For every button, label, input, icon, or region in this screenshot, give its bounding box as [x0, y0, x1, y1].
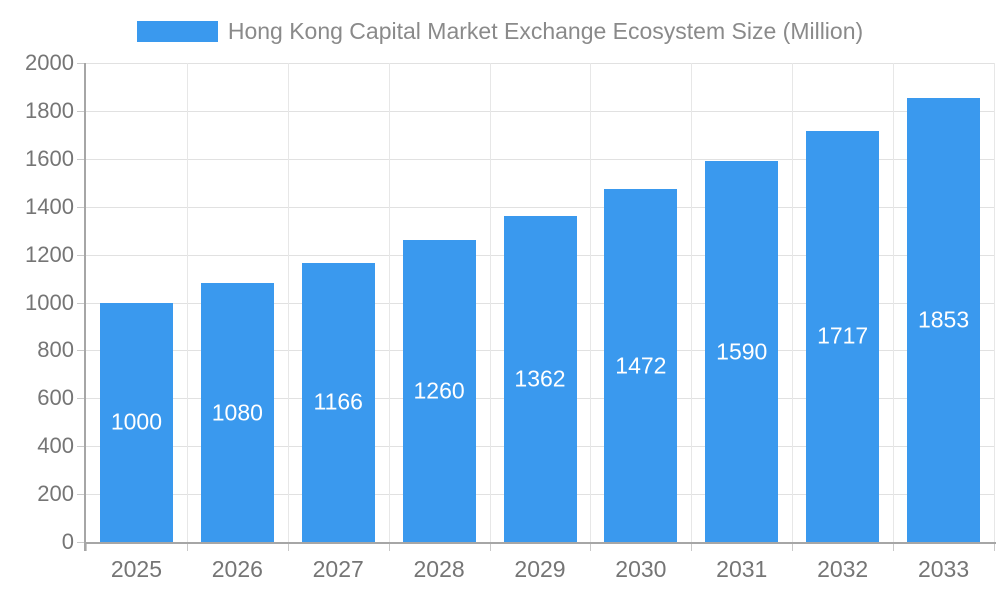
x-axis-tick [590, 542, 592, 551]
x-axis-tick [893, 542, 895, 551]
x-axis-tick [388, 542, 390, 551]
x-axis-label: 2025 [110, 556, 163, 582]
bar[interactable]: 1080 [200, 283, 274, 542]
x-axis-tick [287, 542, 289, 551]
gridline-vertical [994, 63, 995, 542]
y-axis-tick [77, 302, 86, 304]
x-axis-label: 2028 [413, 556, 465, 582]
gridline-vertical [489, 63, 491, 542]
gridline-vertical [691, 63, 693, 542]
bar-value-label: 1853 [917, 306, 970, 333]
y-axis-tick [77, 494, 86, 496]
y-axis-tick [77, 110, 86, 112]
y-axis-tick [77, 350, 86, 352]
bar-value-label: 1080 [211, 399, 263, 426]
gridline-vertical [792, 63, 794, 542]
legend-item[interactable]: Hong Kong Capital Market Exchange Ecosys… [136, 17, 864, 44]
bar[interactable]: 1260 [402, 240, 476, 542]
gridline-vertical [287, 63, 289, 542]
y-axis-tick [77, 158, 86, 160]
legend-label: Hong Kong Capital Market Exchange Ecosys… [227, 17, 864, 44]
bar-value-label: 1166 [313, 388, 363, 415]
y-axis-label: 1600 [25, 145, 74, 171]
x-axis-label: 2026 [211, 556, 263, 582]
x-axis-label: 2031 [716, 556, 768, 582]
bar-value-label: 1717 [817, 322, 869, 349]
gridline-horizontal [86, 110, 994, 112]
y-axis-label: 0 [61, 529, 74, 554]
gridline-vertical [186, 63, 188, 542]
y-axis-tick [77, 398, 86, 400]
y-axis-label: 600 [37, 385, 74, 411]
bar[interactable]: 1853 [907, 98, 981, 542]
bar[interactable]: 1717 [806, 130, 880, 542]
bar[interactable]: 1590 [705, 161, 779, 542]
y-axis-label: 1400 [25, 193, 74, 219]
bar[interactable]: 1362 [503, 215, 577, 542]
y-axis-label: 800 [37, 337, 74, 363]
x-axis-tick [792, 542, 794, 551]
bar-value-label: 1362 [514, 365, 566, 392]
bar-value-label: 1000 [110, 408, 163, 435]
bar[interactable]: 1166 [301, 262, 375, 542]
y-axis-tick [77, 63, 86, 64]
y-axis-tick [77, 206, 86, 208]
y-axis-label: 2000 [25, 50, 74, 75]
x-axis-tick [86, 542, 87, 551]
y-axis-tick [77, 542, 86, 543]
x-axis-tick [489, 542, 491, 551]
bar-value-label: 1260 [413, 377, 465, 404]
legend: Hong Kong Capital Market Exchange Ecosys… [0, 14, 1000, 48]
x-axis-tick [691, 542, 693, 551]
x-axis-label: 2027 [312, 556, 364, 582]
x-axis-label: 2030 [615, 556, 667, 582]
gridline-vertical [388, 63, 390, 542]
x-axis-label: 2033 [917, 556, 970, 582]
y-axis-label: 1200 [25, 241, 74, 267]
x-axis-tick [994, 542, 995, 551]
y-axis-label: 1000 [25, 289, 74, 315]
bar[interactable]: 1000 [99, 302, 173, 542]
gridline-vertical [590, 63, 592, 542]
y-axis-label: 200 [37, 481, 74, 507]
x-axis-label: 2029 [514, 556, 566, 582]
bar[interactable]: 1472 [604, 189, 678, 542]
gridline-horizontal [86, 158, 994, 160]
bar-value-label: 1590 [716, 338, 768, 365]
y-axis-tick [77, 254, 86, 256]
x-axis-line [86, 542, 996, 544]
gridline-horizontal [86, 206, 994, 208]
y-axis-line [84, 63, 86, 551]
y-axis-label: 400 [37, 433, 74, 459]
legend-swatch-icon [136, 20, 218, 42]
x-axis-tick [186, 542, 188, 551]
bar-value-label: 1472 [615, 352, 667, 379]
gridline-vertical [893, 63, 895, 542]
gridline-horizontal [86, 63, 994, 64]
y-axis-label: 1800 [25, 97, 74, 123]
x-axis-label: 2032 [817, 556, 869, 582]
y-axis-tick [77, 446, 86, 448]
